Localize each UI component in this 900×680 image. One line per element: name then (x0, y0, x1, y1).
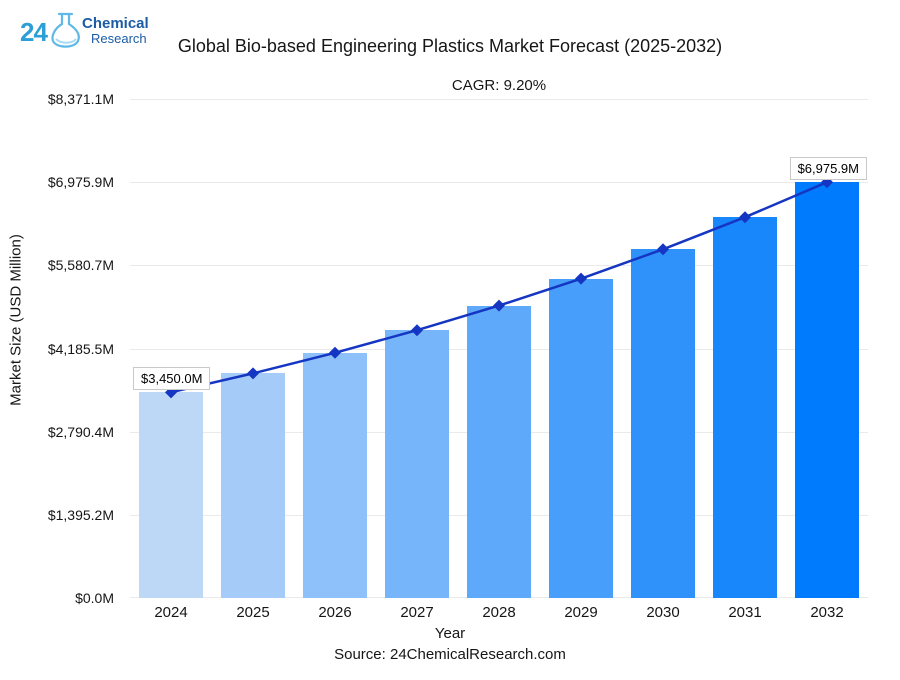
y-tick-label: $1,395.2M (47, 506, 114, 523)
x-tick-label-2027: 2027 (400, 604, 434, 621)
x-tick-label-2029: 2029 (564, 604, 598, 621)
data-label-2024: $3,450.0M (133, 367, 211, 391)
chart-subtitle: CAGR: 9.20% (451, 77, 547, 94)
y-tick-label: $8,371.1M (47, 91, 114, 107)
y-tick-label: $4,185.5M (47, 340, 114, 357)
y-tick-label: $5,580.7M (47, 257, 114, 274)
gridline (130, 99, 868, 100)
y-tick-label: $6,975.9M (47, 174, 114, 191)
logo-number: 24 (20, 17, 48, 47)
gridline (130, 182, 868, 184)
flask-icon (48, 10, 84, 57)
y-tick-label: $0.0M (75, 590, 114, 606)
x-tick-label-2025: 2025 (236, 604, 270, 621)
data-label-2032: $6,975.9M (789, 157, 867, 181)
x-tick-label-2024: 2024 (154, 604, 188, 621)
bar-2029 (549, 278, 613, 598)
logo: 24 Chemical Research (20, 8, 150, 52)
logo-text-chemical: Chemical (82, 15, 149, 32)
x-axis-title: Year (434, 625, 466, 642)
bar-2028 (467, 305, 531, 598)
x-tick-label-2028: 2028 (482, 604, 516, 621)
x-tick-label-2031: 2031 (728, 604, 762, 621)
x-tick-label-2032: 2032 (810, 604, 844, 621)
bar-2025 (221, 373, 285, 598)
bar-2030 (631, 249, 695, 598)
bar-2031 (713, 217, 777, 598)
source-caption: Source: 24ChemicalResearch.com (334, 646, 566, 663)
x-tick-label-2030: 2030 (646, 604, 680, 621)
x-tick-label-2026: 2026 (318, 604, 352, 621)
logo-text-research: Research (91, 31, 147, 46)
bar-2027 (385, 330, 449, 598)
chart-title: Global Bio-based Engineering Plastics Ma… (177, 36, 723, 56)
x-axis-ticks: 2024 2025 2026 2027 2028 2029 2030 2031 2032 (130, 604, 868, 621)
y-tick-label: $2,790.4M (47, 423, 114, 440)
bar-2024 (139, 392, 203, 598)
plot-area: $3,450.0M $6,975.9M (130, 99, 868, 598)
bar-2026 (303, 352, 367, 598)
bar-2032 (795, 182, 859, 598)
